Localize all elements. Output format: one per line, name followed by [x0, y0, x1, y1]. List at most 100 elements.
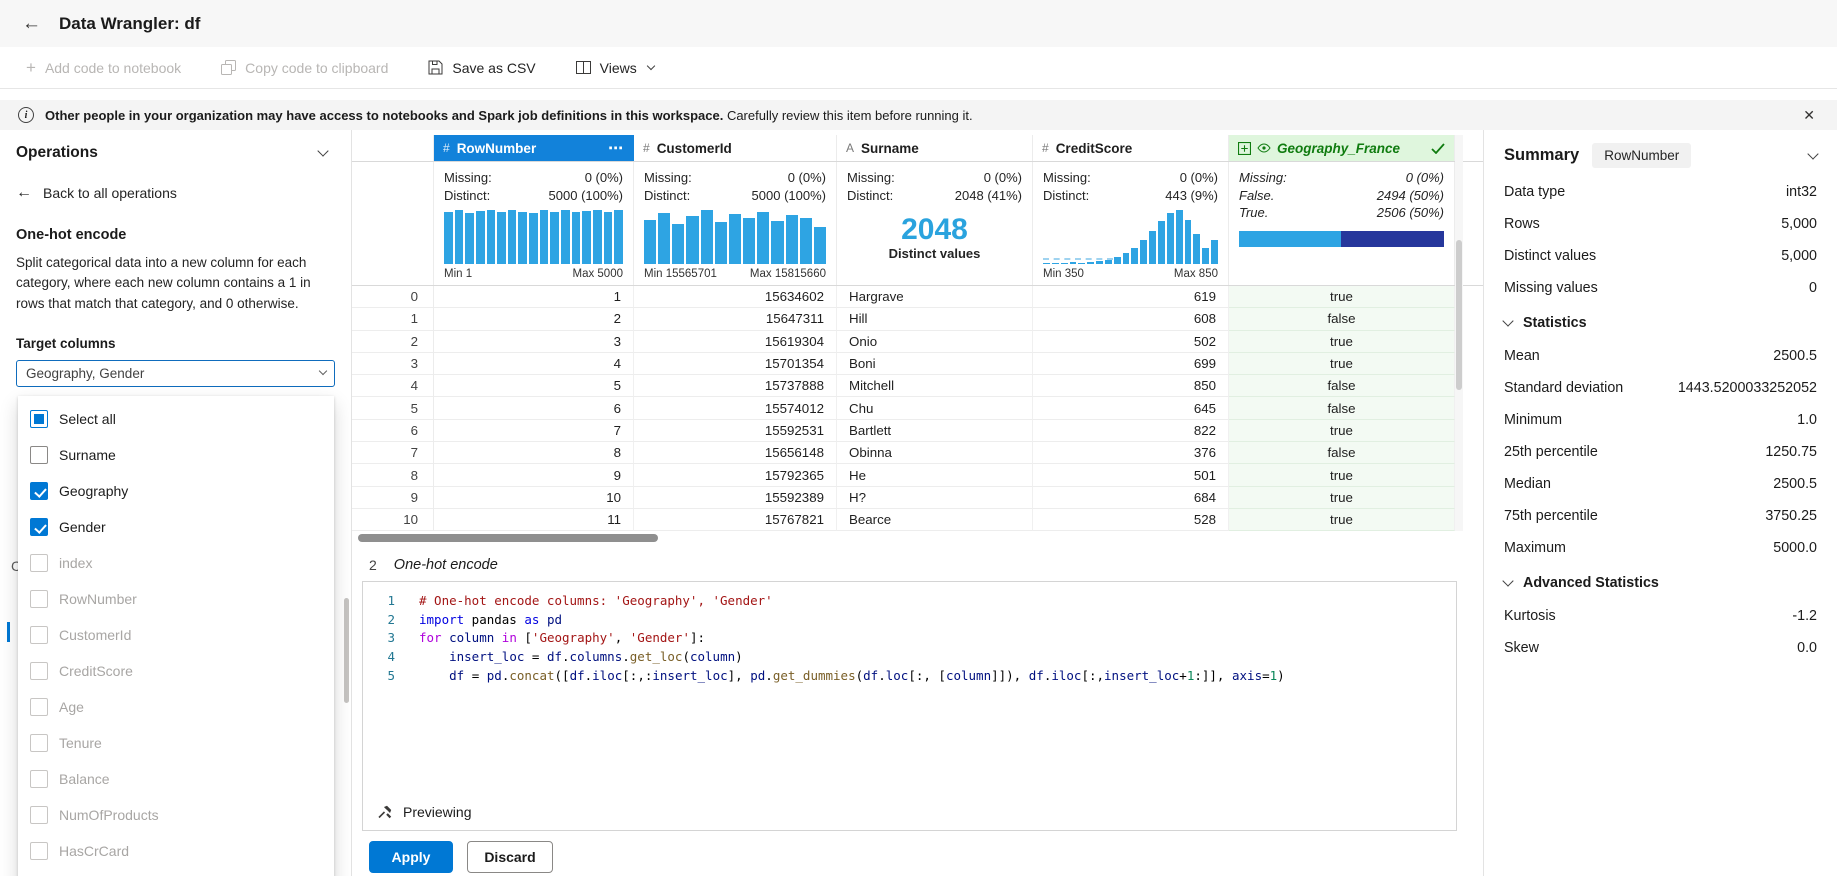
copy-code-button[interactable]: Copy code to clipboard	[221, 60, 388, 76]
dropdown-item-surname[interactable]: Surname	[18, 437, 334, 473]
row-index[interactable]: 0	[352, 286, 434, 309]
column-header-rownumber[interactable]: # RowNumber ⋯	[434, 135, 634, 161]
cell-creditscore[interactable]: 822	[1033, 419, 1229, 443]
cell-customerid[interactable]: 15634602	[634, 286, 837, 309]
chevron-down-icon[interactable]	[317, 145, 329, 157]
cell-geography-france[interactable]: false	[1229, 308, 1455, 331]
cell-geography-france[interactable]: true	[1229, 508, 1455, 532]
cell-surname[interactable]: Chu	[837, 397, 1033, 420]
views-button[interactable]: Views	[575, 60, 655, 76]
scrollbar-thumb[interactable]	[358, 534, 658, 543]
row-index[interactable]: 1	[352, 308, 434, 331]
grid-horizontal-scrollbar[interactable]	[354, 534, 1453, 543]
row-index[interactable]: 10	[352, 508, 434, 532]
checkbox[interactable]	[30, 518, 48, 536]
cell-customerid[interactable]: 15592531	[634, 419, 837, 443]
dropdown-item-gender[interactable]: Gender	[18, 509, 334, 545]
cell-surname[interactable]: Hargrave	[837, 286, 1033, 309]
dropdown-item-customerid[interactable]: CustomerId	[18, 617, 334, 653]
cell-surname[interactable]: Mitchell	[837, 375, 1033, 398]
cell-surname[interactable]: Bartlett	[837, 419, 1033, 443]
cell-surname[interactable]: He	[837, 464, 1033, 487]
cell-creditscore[interactable]: 619	[1033, 286, 1229, 309]
dropdown-item-age[interactable]: Age	[18, 689, 334, 725]
cell-rownumber[interactable]: 8	[434, 442, 634, 465]
cell-geography-france[interactable]: false	[1229, 375, 1455, 398]
column-menu-icon[interactable]: ⋯	[608, 140, 624, 157]
cell-customerid[interactable]: 15792365	[634, 464, 837, 487]
checkbox[interactable]	[30, 626, 48, 644]
checkbox[interactable]	[30, 590, 48, 608]
cell-surname[interactable]: Bearce	[837, 508, 1033, 532]
dropdown-item-tenure[interactable]: Tenure	[18, 725, 334, 761]
column-header-customerid[interactable]: # CustomerId	[634, 135, 837, 161]
dropdown-item-numofproducts[interactable]: NumOfProducts	[18, 797, 334, 833]
close-icon[interactable]: ✕	[1803, 106, 1815, 123]
operations-scrollbar-thumb[interactable]	[344, 598, 349, 703]
scrollbar-thumb[interactable]	[1456, 240, 1462, 390]
checkbox[interactable]	[30, 806, 48, 824]
checkbox[interactable]	[30, 770, 48, 788]
cell-creditscore[interactable]: 502	[1033, 330, 1229, 353]
cell-rownumber[interactable]: 11	[434, 508, 634, 532]
cell-geography-france[interactable]: true	[1229, 286, 1455, 309]
cell-surname[interactable]: H?	[837, 486, 1033, 509]
cell-geography-france[interactable]: false	[1229, 442, 1455, 465]
chevron-down-icon[interactable]	[1807, 147, 1819, 160]
checkbox[interactable]	[30, 842, 48, 860]
cell-creditscore[interactable]: 376	[1033, 442, 1229, 465]
row-index[interactable]: 9	[352, 486, 434, 509]
dropdown-item-hascrcard[interactable]: HasCrCard	[18, 833, 334, 869]
column-header-geography-france[interactable]: Geography_France	[1229, 135, 1455, 161]
row-index[interactable]: 5	[352, 397, 434, 420]
back-icon[interactable]: ←	[22, 12, 41, 34]
save-csv-button[interactable]: Save as CSV	[428, 60, 536, 76]
check-icon[interactable]	[1431, 142, 1445, 154]
cell-rownumber[interactable]: 2	[434, 308, 634, 331]
cell-geography-france[interactable]: true	[1229, 352, 1455, 376]
dropdown-item-isactivemember[interactable]: IsActiveMember	[18, 869, 334, 876]
add-code-button[interactable]: + Add code to notebook	[26, 59, 181, 76]
cell-rownumber[interactable]: 6	[434, 397, 634, 420]
cell-creditscore[interactable]: 684	[1033, 486, 1229, 509]
cell-rownumber[interactable]: 4	[434, 352, 634, 376]
column-header-surname[interactable]: A Surname	[837, 135, 1033, 161]
checkbox[interactable]	[30, 662, 48, 680]
dropdown-item-creditscore[interactable]: CreditScore	[18, 653, 334, 689]
discard-button[interactable]: Discard	[467, 841, 553, 874]
cell-customerid[interactable]: 15656148	[634, 442, 837, 465]
cell-rownumber[interactable]: 3	[434, 330, 634, 353]
statistics-section-header[interactable]: Statistics	[1502, 306, 1817, 340]
cell-customerid[interactable]: 15619304	[634, 330, 837, 353]
dropdown-item-rownumber[interactable]: RowNumber	[18, 581, 334, 617]
cell-creditscore[interactable]: 850	[1033, 375, 1229, 398]
cell-customerid[interactable]: 15701354	[634, 352, 837, 376]
cell-surname[interactable]: Obinna	[837, 442, 1033, 465]
row-index[interactable]: 6	[352, 419, 434, 443]
cell-customerid[interactable]: 15737888	[634, 375, 837, 398]
row-index[interactable]: 2	[352, 330, 434, 353]
cell-creditscore[interactable]: 645	[1033, 397, 1229, 420]
cell-customerid[interactable]: 15574012	[634, 397, 837, 420]
target-columns-input[interactable]: Geography, Gender	[16, 359, 335, 387]
dropdown-item-geography[interactable]: Geography	[18, 473, 334, 509]
cell-surname[interactable]: Hill	[837, 308, 1033, 331]
dropdown-item-index[interactable]: index	[18, 545, 334, 581]
cell-geography-france[interactable]: true	[1229, 330, 1455, 353]
checkbox[interactable]	[30, 734, 48, 752]
cell-customerid[interactable]: 15767821	[634, 508, 837, 532]
cell-geography-france[interactable]: true	[1229, 464, 1455, 487]
chevron-down-icon[interactable]	[318, 367, 328, 376]
cell-geography-france[interactable]: false	[1229, 397, 1455, 420]
checkbox[interactable]	[30, 446, 48, 464]
row-index[interactable]: 4	[352, 375, 434, 398]
advanced-statistics-section-header[interactable]: Advanced Statistics	[1502, 566, 1817, 600]
dropdown-item-balance[interactable]: Balance	[18, 761, 334, 797]
dropdown-item-select-all[interactable]: Select all	[18, 401, 334, 437]
cell-geography-france[interactable]: true	[1229, 486, 1455, 509]
row-index[interactable]: 8	[352, 464, 434, 487]
cell-rownumber[interactable]: 9	[434, 464, 634, 487]
cell-rownumber[interactable]: 5	[434, 375, 634, 398]
cell-creditscore[interactable]: 501	[1033, 464, 1229, 487]
row-index[interactable]: 3	[352, 352, 434, 376]
